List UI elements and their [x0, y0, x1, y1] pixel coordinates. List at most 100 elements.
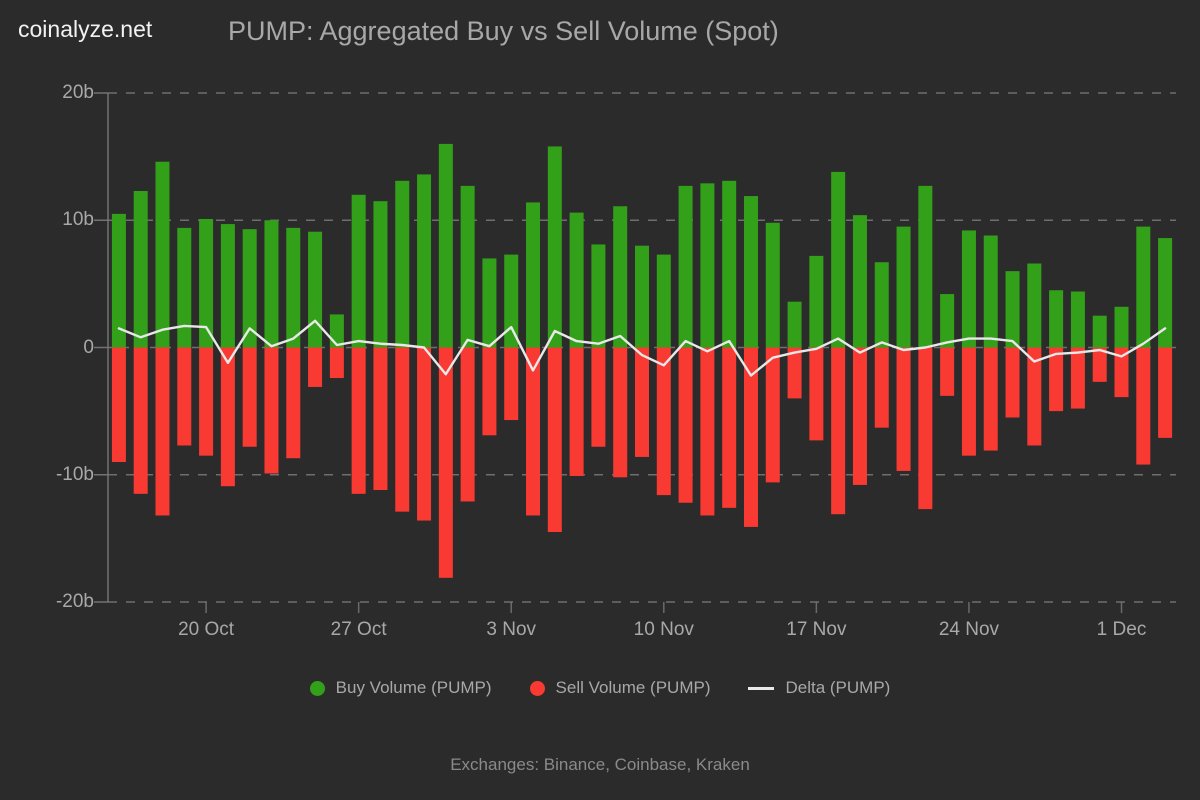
buy-bar	[569, 212, 584, 348]
sell-bar	[242, 347, 257, 447]
y-axis-tick-label: 20b	[62, 82, 94, 103]
sell-bar	[722, 347, 737, 508]
buy-bar	[918, 185, 933, 348]
buy-bar	[547, 146, 562, 348]
sell-bar	[1158, 347, 1173, 438]
sell-bar	[526, 347, 541, 516]
sell-bar	[264, 347, 279, 474]
buy-bar	[526, 202, 541, 348]
buy-bar	[351, 194, 366, 348]
buy-bar	[482, 258, 497, 348]
exchanges-footnote: Exchanges: Binance, Coinbase, Kraken	[450, 755, 750, 774]
legend-item[interactable]: Delta (PUMP)	[748, 678, 890, 698]
buy-bar	[111, 213, 126, 348]
buy-bar	[809, 255, 824, 348]
sell-bar	[199, 347, 214, 456]
buy-bar	[1027, 263, 1042, 348]
sell-bar	[613, 347, 628, 478]
sell-bar	[635, 347, 649, 457]
buy-bar	[700, 183, 715, 348]
buy-bar	[177, 227, 192, 348]
buy-bar	[504, 254, 519, 348]
buy-bar	[286, 227, 301, 348]
buy-bar	[264, 220, 279, 348]
sell-bar	[155, 347, 170, 516]
x-axis-tick-label: 10 Nov	[633, 619, 694, 640]
sell-bar	[308, 347, 323, 387]
buy-bar	[874, 262, 889, 348]
sell-bar	[809, 347, 824, 441]
sell-bar	[765, 347, 780, 483]
sell-bar	[1114, 347, 1129, 398]
sell-bar	[547, 347, 562, 533]
y-axis-tick-label: 10b	[62, 209, 94, 231]
buy-bar	[1136, 226, 1151, 348]
sell-bar	[874, 347, 889, 428]
y-axis-tick-label: -20b	[55, 591, 94, 612]
buy-bar	[460, 185, 475, 348]
sell-bar	[395, 347, 410, 512]
sell-bar	[700, 347, 715, 516]
site-brand: coinalyze.net	[18, 16, 153, 42]
sell-bar	[438, 347, 453, 578]
sell-bar	[983, 347, 998, 451]
y-axis-labels: 20b 10b 0 -10b -20b	[10, 0, 94, 800]
buy-bar	[308, 231, 323, 348]
buy-bar	[896, 226, 911, 348]
sell-bar	[1049, 347, 1064, 412]
sell-bar	[743, 347, 758, 527]
buy-volume-dot-icon	[309, 680, 325, 696]
buy-bar	[373, 201, 388, 348]
sell-bar	[1070, 347, 1085, 409]
buy-bar	[1070, 291, 1085, 348]
sell-bar	[918, 347, 933, 510]
sell-bar	[591, 347, 606, 447]
sell-bar	[373, 347, 388, 491]
chart-legend[interactable]: Buy Volume (PUMP) Sell Volume (PUMP) Delta…	[0, 678, 1200, 698]
buy-bar	[438, 143, 453, 348]
buy-bar	[220, 224, 235, 348]
x-axis-tick-label: 3 Nov	[486, 619, 537, 640]
legend-item-label: Delta (PUMP)	[785, 678, 891, 697]
buy-bar	[199, 218, 214, 348]
buy-bar	[417, 174, 432, 348]
x-axis-tick-label: 24 Nov	[938, 619, 1000, 640]
buy-bar	[133, 190, 148, 348]
sell-bar	[111, 347, 126, 463]
buy-bar	[613, 206, 628, 348]
sell-bar	[220, 347, 235, 487]
sell-bar	[286, 347, 301, 459]
buy-bar	[1005, 271, 1020, 348]
buy-bar	[1158, 238, 1173, 348]
buy-bar	[591, 244, 606, 348]
legend-item[interactable]: Buy Volume (PUMP)	[309, 678, 492, 698]
sell-bar	[1027, 347, 1042, 446]
buy-bar	[831, 171, 846, 348]
sell-bar	[961, 347, 976, 456]
sell-bar	[1005, 347, 1020, 418]
legend-item[interactable]: Sell Volume (PUMP)	[529, 678, 710, 698]
buy-bar	[656, 254, 671, 348]
sell-bar	[896, 347, 911, 471]
sell-bar	[482, 347, 497, 436]
sell-bar	[787, 347, 802, 399]
sell-bar	[417, 347, 432, 521]
buy-bar	[940, 294, 955, 348]
sell-bar	[460, 347, 475, 502]
delta-line-icon	[748, 686, 775, 690]
buy-bar	[1049, 290, 1064, 348]
buy-bar	[787, 301, 802, 348]
y-axis-tick-label: 0	[83, 336, 94, 358]
buy-bar	[765, 222, 780, 348]
sell-bar	[569, 347, 584, 477]
sell-bar	[504, 347, 519, 421]
sell-bar	[329, 347, 344, 379]
sell-bar	[656, 347, 671, 496]
buy-bar	[395, 180, 410, 348]
x-axis-tick-label: 17 Nov	[786, 619, 847, 640]
sell-bar	[351, 347, 366, 494]
sell-bar	[678, 347, 693, 503]
